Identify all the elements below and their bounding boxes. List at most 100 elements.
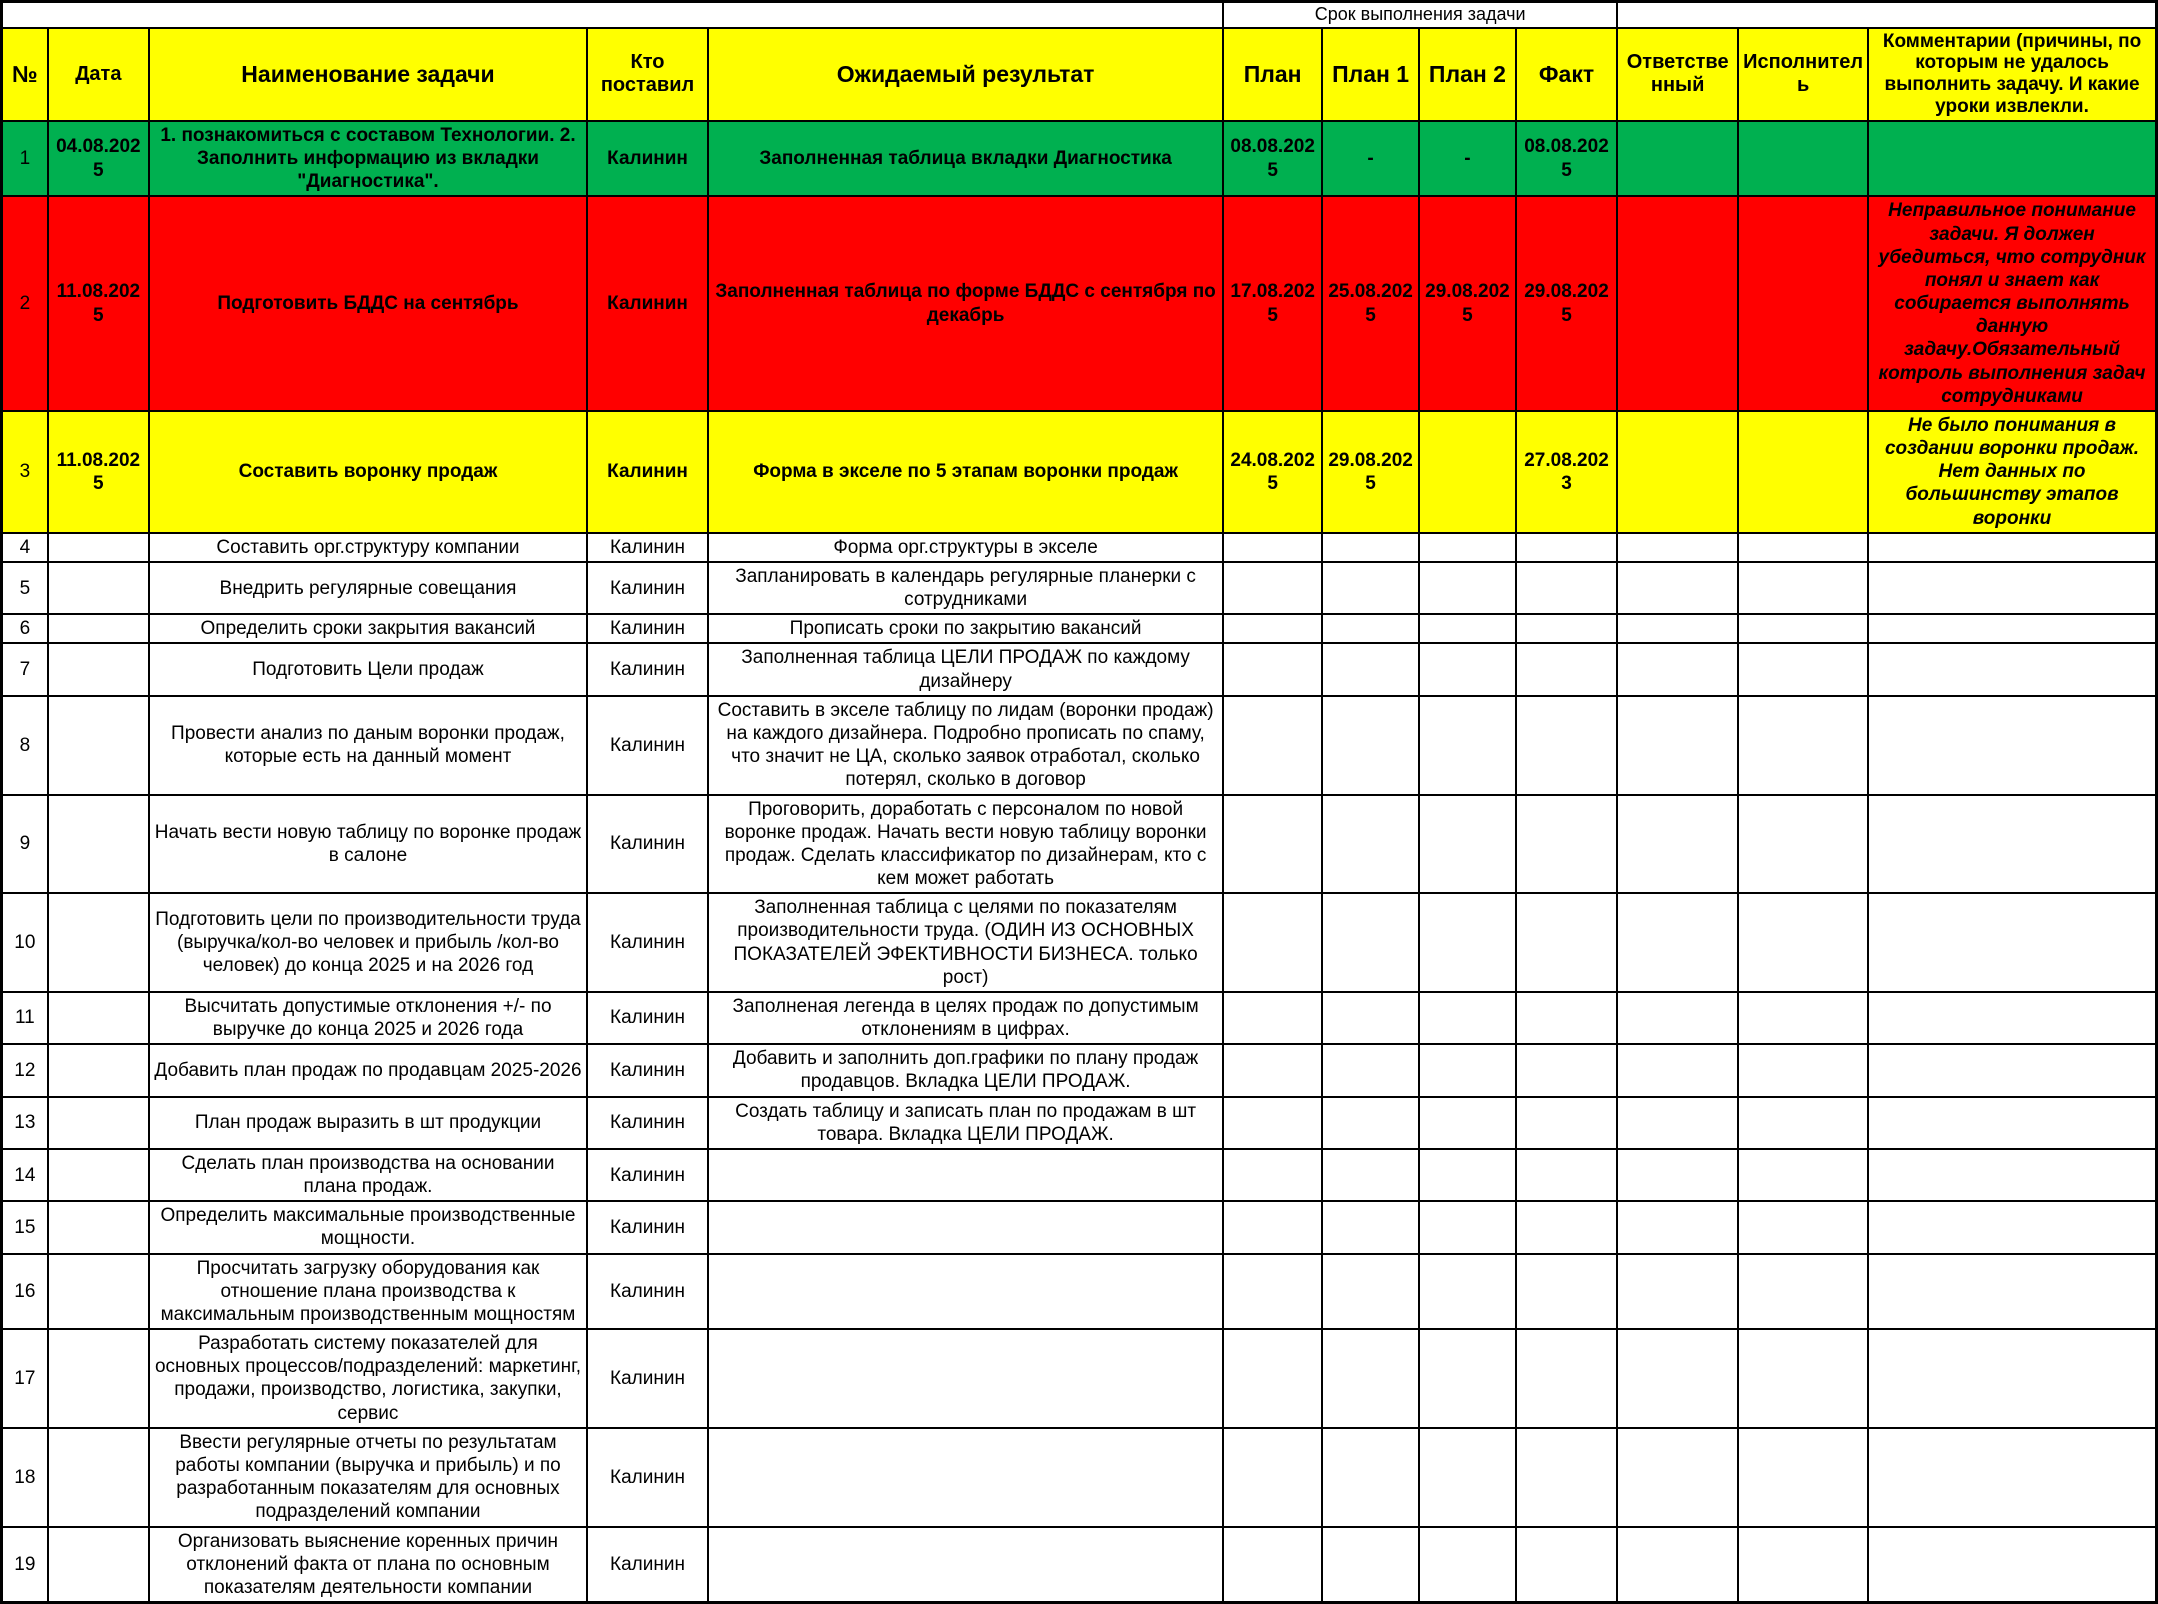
table-row[interactable]: 4 Составить орг.структуру компании Калинин… — [0, 531, 2158, 563]
cell-who[interactable]: Калинин — [585, 1200, 710, 1255]
cell-num[interactable]: 14 — [0, 1147, 49, 1203]
cell-comment[interactable] — [1867, 1043, 2158, 1098]
cell-plan1[interactable] — [1321, 531, 1421, 563]
cell-fact[interactable] — [1514, 1426, 1619, 1528]
table-row[interactable]: 19 Организовать выяснение коренных причин… — [0, 1525, 2158, 1604]
cell-fact[interactable] — [1514, 613, 1619, 645]
cell-plan2[interactable] — [1418, 1328, 1517, 1429]
cell-comment[interactable] — [1867, 694, 2158, 796]
cell-num[interactable]: 4 — [0, 531, 49, 563]
cell-comment[interactable]: Не было понимания в создании воронки про… — [1867, 409, 2158, 534]
cell-task[interactable]: Составить орг.структуру компании — [147, 531, 588, 563]
table-row[interactable]: 12 Добавить план продаж по продавцам 2025… — [0, 1043, 2158, 1098]
cell-num[interactable]: 16 — [0, 1252, 49, 1331]
col-header-fact[interactable]: Факт — [1514, 26, 1619, 122]
col-header-result[interactable]: Ожидаемый результат — [707, 26, 1225, 122]
cell-responsible[interactable] — [1616, 694, 1740, 796]
cell-date[interactable] — [46, 1043, 150, 1098]
table-row[interactable]: 17 Разработать систему показателей для ос… — [0, 1328, 2158, 1429]
cell-result[interactable]: Заполненная таблица ЦЕЛИ ПРОДАЖ по каждо… — [707, 642, 1225, 697]
cell-executor[interactable] — [1737, 613, 1870, 645]
cell-executor[interactable] — [1737, 1252, 1870, 1331]
cell-comment[interactable] — [1867, 1200, 2158, 1255]
col-header-comment[interactable]: Комментарии (причины, по которым не удал… — [1867, 26, 2158, 122]
cell-task[interactable]: Определить максимальные производственные… — [147, 1200, 588, 1255]
cell-result[interactable] — [707, 1147, 1225, 1203]
cell-comment[interactable] — [1867, 1426, 2158, 1528]
cell-plan[interactable] — [1222, 1328, 1324, 1429]
cell-plan2[interactable] — [1418, 531, 1517, 563]
cell-fact[interactable] — [1514, 531, 1619, 563]
cell-fact[interactable] — [1514, 1328, 1619, 1429]
cell-task[interactable]: Провести анализ по даным воронки продаж,… — [147, 694, 588, 796]
cell-task[interactable]: Разработать систему показателей для осно… — [147, 1328, 588, 1429]
cell-plan[interactable] — [1222, 560, 1324, 616]
cell-who[interactable]: Калинин — [585, 1252, 710, 1331]
table-row[interactable]: 7 Подготовить Цели продаж Калинин Заполненн… — [0, 642, 2158, 697]
cell-who[interactable]: Калинин — [585, 1043, 710, 1098]
cell-plan2[interactable] — [1418, 409, 1517, 534]
cell-date[interactable] — [46, 613, 150, 645]
table-row[interactable]: 1 04.08.2025 1. познакомиться с составом Т… — [0, 119, 2158, 198]
cell-date[interactable]: 11.08.2025 — [46, 409, 150, 534]
cell-comment[interactable] — [1867, 793, 2158, 895]
cell-executor[interactable] — [1737, 1043, 1870, 1098]
cell-task[interactable]: Подготовить Цели продаж — [147, 642, 588, 697]
cell-plan2[interactable] — [1418, 642, 1517, 697]
cell-executor[interactable] — [1737, 409, 1870, 534]
cell-task[interactable]: Внедрить регулярные совещания — [147, 560, 588, 616]
cell-result[interactable]: Запланировать в календарь регулярные пла… — [707, 560, 1225, 616]
cell-executor[interactable] — [1737, 1147, 1870, 1203]
cell-plan1[interactable] — [1321, 613, 1421, 645]
cell-comment[interactable] — [1867, 119, 2158, 198]
cell-responsible[interactable] — [1616, 1095, 1740, 1150]
cell-responsible[interactable] — [1616, 793, 1740, 895]
cell-date[interactable] — [46, 990, 150, 1046]
col-header-plan1[interactable]: План 1 — [1321, 26, 1421, 122]
cell-result[interactable] — [707, 1200, 1225, 1255]
cell-comment[interactable] — [1867, 642, 2158, 697]
cell-responsible[interactable] — [1616, 1252, 1740, 1331]
cell-date[interactable] — [46, 560, 150, 616]
cell-date[interactable] — [46, 892, 150, 993]
table-row[interactable]: 6 Определить сроки закрытия вакансий Калин… — [0, 613, 2158, 645]
cell-num[interactable]: 18 — [0, 1426, 49, 1528]
col-header-plan2[interactable]: План 2 — [1418, 26, 1517, 122]
cell-task[interactable]: Ввести регулярные отчеты по результатам … — [147, 1426, 588, 1528]
table-row[interactable]: 16 Просчитать загрузку оборудования как о… — [0, 1252, 2158, 1331]
table-row[interactable]: 2 11.08.2025 Подготовить БДДС на сентябрь К… — [0, 195, 2158, 412]
cell-plan1[interactable] — [1321, 1525, 1421, 1604]
cell-plan[interactable] — [1222, 694, 1324, 796]
cell-plan2[interactable] — [1418, 793, 1517, 895]
cell-fact[interactable] — [1514, 1252, 1619, 1331]
cell-plan2[interactable] — [1418, 1252, 1517, 1331]
cell-plan[interactable] — [1222, 531, 1324, 563]
cell-num[interactable]: 11 — [0, 990, 49, 1046]
cell-executor[interactable] — [1737, 1200, 1870, 1255]
table-row[interactable]: 15 Определить максимальные производственн… — [0, 1200, 2158, 1255]
cell-plan[interactable] — [1222, 1095, 1324, 1150]
cell-task[interactable]: Высчитать допустимые отклонения +/- по в… — [147, 990, 588, 1046]
cell-plan2[interactable] — [1418, 1525, 1517, 1604]
cell-plan1[interactable] — [1321, 990, 1421, 1046]
cell-executor[interactable] — [1737, 990, 1870, 1046]
cell-executor[interactable] — [1737, 195, 1870, 412]
cell-comment[interactable] — [1867, 1147, 2158, 1203]
cell-date[interactable]: 04.08.2025 — [46, 119, 150, 198]
cell-result[interactable]: Форма орг.структуры в экселе — [707, 531, 1225, 563]
table-row[interactable]: 9 Начать вести новую таблицу по воронке п… — [0, 793, 2158, 895]
cell-plan2[interactable] — [1418, 560, 1517, 616]
cell-executor[interactable] — [1737, 892, 1870, 993]
cell-plan1[interactable]: 25.08.2025 — [1321, 195, 1421, 412]
cell-task[interactable]: Начать вести новую таблицу по воронке пр… — [147, 793, 588, 895]
cell-comment[interactable] — [1867, 1252, 2158, 1331]
table-row[interactable]: 18 Ввести регулярные отчеты по результата… — [0, 1426, 2158, 1528]
cell-plan[interactable] — [1222, 1043, 1324, 1098]
cell-date[interactable] — [46, 1095, 150, 1150]
cell-comment[interactable] — [1867, 1328, 2158, 1429]
cell-who[interactable]: Калинин — [585, 1426, 710, 1528]
cell-executor[interactable] — [1737, 1525, 1870, 1604]
cell-fact[interactable]: 08.08.2025 — [1514, 119, 1619, 198]
cell-plan2[interactable] — [1418, 613, 1517, 645]
cell-fact[interactable] — [1514, 1200, 1619, 1255]
